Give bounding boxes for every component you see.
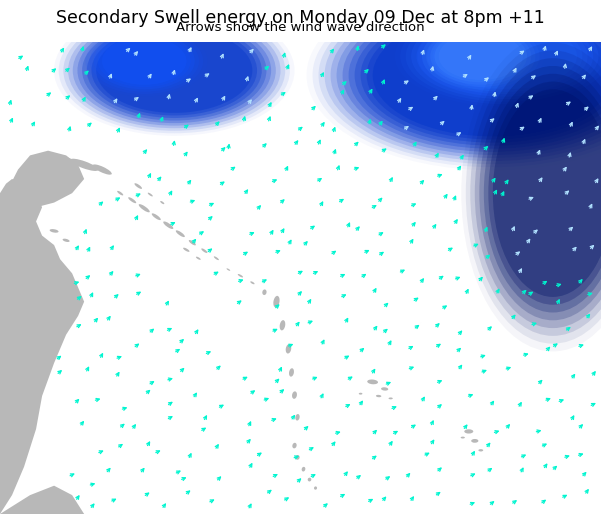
Ellipse shape (117, 191, 123, 195)
Ellipse shape (325, 0, 601, 161)
Ellipse shape (183, 248, 189, 252)
Ellipse shape (433, 23, 577, 89)
Ellipse shape (128, 197, 136, 203)
Ellipse shape (435, 30, 527, 82)
Ellipse shape (59, 8, 290, 133)
Ellipse shape (201, 248, 207, 253)
Polygon shape (0, 486, 84, 514)
Ellipse shape (422, 23, 540, 89)
Ellipse shape (313, 0, 601, 167)
Polygon shape (6, 151, 84, 207)
Ellipse shape (295, 414, 300, 420)
Ellipse shape (151, 213, 161, 220)
Ellipse shape (349, 2, 601, 149)
Ellipse shape (475, 58, 601, 328)
Ellipse shape (262, 289, 267, 295)
Ellipse shape (314, 486, 317, 490)
Ellipse shape (98, 35, 191, 87)
Ellipse shape (163, 222, 173, 229)
Text: Arrows show the wind wave direction: Arrows show the wind wave direction (176, 21, 425, 34)
Ellipse shape (478, 449, 483, 451)
Ellipse shape (376, 395, 381, 397)
Ellipse shape (214, 256, 219, 260)
Ellipse shape (480, 66, 601, 320)
Ellipse shape (289, 368, 294, 377)
Ellipse shape (493, 89, 601, 297)
Ellipse shape (411, 13, 599, 99)
Ellipse shape (196, 256, 201, 260)
Polygon shape (0, 179, 84, 514)
Ellipse shape (63, 10, 285, 131)
Ellipse shape (367, 379, 378, 384)
Ellipse shape (273, 296, 279, 307)
Ellipse shape (381, 387, 388, 391)
Ellipse shape (90, 30, 199, 91)
Ellipse shape (343, 0, 601, 152)
Ellipse shape (406, 11, 601, 102)
Ellipse shape (416, 16, 593, 97)
Ellipse shape (295, 455, 300, 460)
Ellipse shape (426, 26, 535, 87)
Ellipse shape (102, 38, 186, 85)
Ellipse shape (400, 8, 601, 104)
Ellipse shape (189, 240, 196, 245)
Ellipse shape (292, 391, 297, 399)
Ellipse shape (160, 201, 164, 204)
Ellipse shape (488, 82, 601, 305)
Ellipse shape (238, 274, 243, 278)
Text: Secondary Swell energy on Monday 09 Dec at 8pm +11: Secondary Swell energy on Monday 09 Dec … (56, 9, 545, 27)
Ellipse shape (94, 33, 195, 89)
Ellipse shape (361, 8, 601, 143)
Ellipse shape (93, 164, 112, 175)
Ellipse shape (70, 159, 99, 171)
Ellipse shape (139, 204, 150, 212)
Ellipse shape (87, 23, 262, 118)
Ellipse shape (373, 14, 601, 137)
Ellipse shape (308, 478, 311, 482)
Ellipse shape (96, 28, 252, 113)
Ellipse shape (68, 13, 281, 128)
Ellipse shape (465, 429, 474, 433)
Ellipse shape (471, 50, 601, 336)
Ellipse shape (302, 467, 305, 471)
Ellipse shape (331, 0, 601, 158)
Ellipse shape (57, 157, 75, 163)
Ellipse shape (81, 26, 207, 97)
Ellipse shape (78, 18, 271, 123)
Ellipse shape (430, 28, 531, 85)
Ellipse shape (484, 74, 601, 313)
Ellipse shape (389, 397, 393, 399)
Ellipse shape (135, 183, 142, 189)
Ellipse shape (63, 238, 70, 242)
Ellipse shape (250, 281, 255, 284)
Ellipse shape (73, 15, 276, 125)
Ellipse shape (279, 320, 285, 331)
Ellipse shape (175, 230, 185, 237)
Ellipse shape (471, 439, 478, 443)
Ellipse shape (227, 268, 230, 271)
Ellipse shape (319, 0, 601, 164)
Ellipse shape (50, 229, 58, 233)
Ellipse shape (85, 28, 203, 94)
Ellipse shape (466, 43, 601, 344)
Ellipse shape (337, 0, 601, 155)
Ellipse shape (15, 234, 21, 237)
Ellipse shape (148, 193, 153, 196)
Ellipse shape (359, 393, 362, 395)
Ellipse shape (292, 443, 297, 448)
Ellipse shape (82, 21, 266, 121)
Ellipse shape (422, 19, 588, 94)
Ellipse shape (355, 5, 601, 146)
Ellipse shape (461, 436, 465, 438)
Ellipse shape (439, 33, 523, 80)
Ellipse shape (427, 21, 582, 92)
Ellipse shape (367, 11, 601, 140)
Ellipse shape (285, 344, 291, 354)
Ellipse shape (91, 26, 257, 116)
